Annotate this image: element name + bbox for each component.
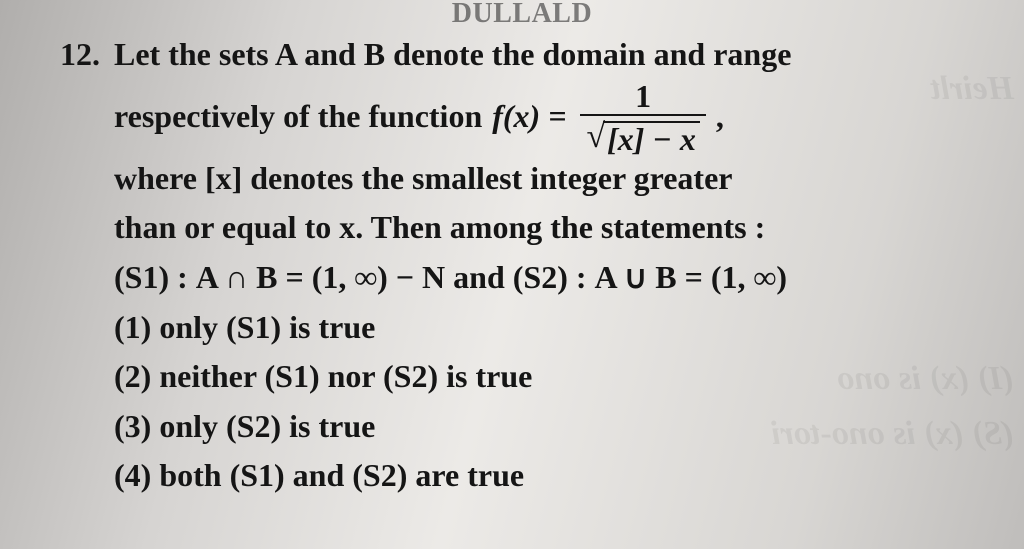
fraction: 1 √ [x] − x (580, 80, 705, 154)
statements-conj: and (453, 259, 513, 295)
page: Heirlt (I) (x) is ono (S) (x) is ono-tor… (0, 0, 1024, 549)
radicand: [x] − x (603, 121, 700, 157)
previous-line-cutoff: DULLALD (60, 0, 984, 30)
option-4: (4) both (S1) and (S2) are true (114, 451, 984, 501)
fraction-denominator: √ [x] − x (580, 114, 705, 154)
s2-label: (S2) : (513, 259, 587, 295)
question-line-1: Let the sets A and B denote the domain a… (114, 30, 984, 80)
func-lhs: f(x) = (492, 92, 566, 142)
option-1: (1) only (S1) is true (114, 303, 984, 353)
line2-prefix: respectively of the function (114, 92, 482, 142)
line2-suffix: , (716, 92, 724, 142)
s1-label: (S1) : (114, 259, 188, 295)
fraction-numerator: 1 (629, 80, 657, 115)
question-body: Let the sets A and B denote the domain a… (114, 30, 984, 501)
s1-body: A ∩ B = (1, ∞) − N (196, 259, 445, 295)
option-3: (3) only (S2) is true (114, 402, 984, 452)
question-number: 12. (60, 30, 114, 80)
s2-body: A ∪ B = (1, ∞) (595, 259, 787, 295)
option-2: (2) neither (S1) nor (S2) is true (114, 352, 984, 402)
question-line-4: than or equal to x. Then among the state… (114, 203, 984, 253)
question-line-2: respectively of the function f(x) = 1 √ … (114, 80, 984, 154)
statements-line: (S1) : A ∩ B = (1, ∞) − N and (S2) : A ∪… (114, 253, 984, 303)
question-line-3: where [x] denotes the smallest integer g… (114, 154, 984, 204)
square-root: √ [x] − x (586, 118, 699, 154)
question-block: 12. Let the sets A and B denote the doma… (60, 30, 984, 501)
